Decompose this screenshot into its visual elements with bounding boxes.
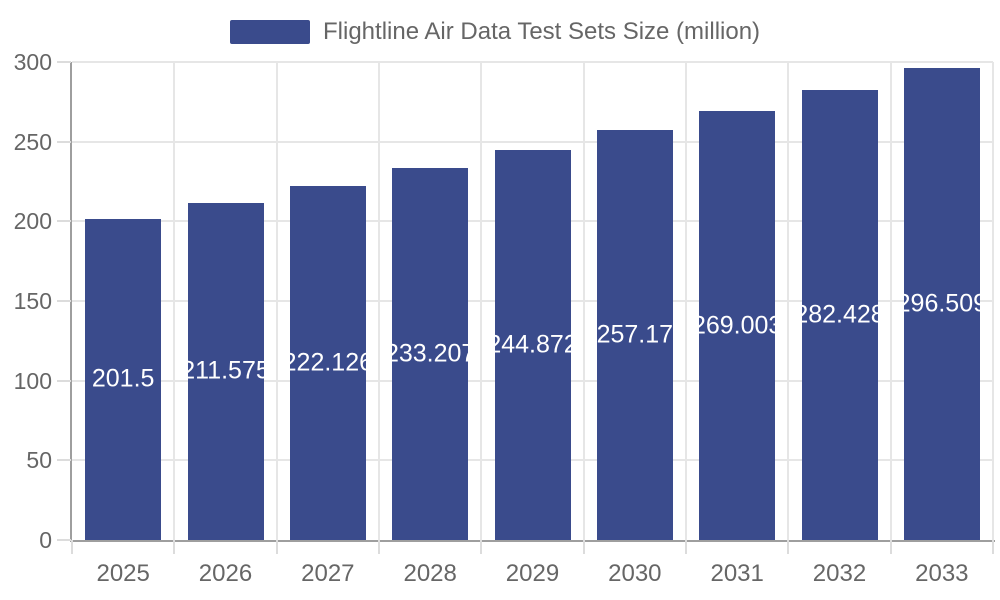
y-axis-line [70,62,72,542]
bar-value-label-2032: 282.428 [802,300,878,329]
bar-value-label-2027: 222.126 [290,348,366,377]
x-tick-8 [889,540,892,554]
x-axis-line [70,540,995,542]
x-tick-5 [582,540,585,554]
y-tick-label-200: 200 [13,208,52,235]
bar-value-label-2031: 269.003 [699,311,775,340]
x-tick-label-2025: 2025 [96,560,150,587]
v-gridline-4 [480,62,483,540]
bar-2025[interactable]: 201.5 [85,218,162,540]
v-gridline-9 [992,62,994,540]
y-tick-100 [57,379,71,382]
h-gridline-300 [72,61,993,63]
y-tick-250 [57,140,71,143]
y-tick-label-0: 0 [39,527,52,553]
y-tick-label-150: 150 [13,288,52,314]
bar-value-label-2025: 201.5 [91,364,155,393]
x-tick-label-2032: 2032 [812,560,867,587]
legend-item[interactable]: Flightline Air Data Test Sets Size (mill… [230,18,760,46]
bar-2026[interactable]: 211.575 [187,202,264,540]
x-tick-label-2028: 2028 [403,560,457,587]
y-tick-label-250: 250 [13,128,52,155]
y-tick-200 [57,220,71,223]
y-tick-150 [57,300,71,302]
bar-2028[interactable]: 233.207 [392,168,469,540]
x-tick-1 [173,540,176,554]
v-gridline-5 [582,62,585,540]
x-tick-label-2033: 2033 [915,560,969,587]
x-tick-label-2030: 2030 [608,560,662,587]
legend-label: Flightline Air Data Test Sets Size (mill… [323,18,761,45]
v-gridline-7 [787,62,790,540]
x-tick-3 [378,540,380,554]
bar-2031[interactable]: 269.003 [699,111,776,540]
x-tick-7 [787,540,790,554]
x-tick-label-2026: 2026 [198,560,253,587]
bar-2033[interactable]: 296.509 [903,67,980,540]
legend-swatch [230,20,310,44]
bar-value-label-2026: 211.575 [187,356,264,385]
bar-value-label-2028: 233.207 [392,339,468,368]
bar-2030[interactable]: 257.17 [596,130,673,540]
y-tick-label-100: 100 [13,367,52,394]
y-tick-label-300: 300 [13,49,52,75]
plot-area: 201.5 211.575 222.126 233.207 244.872 257.17 2… [72,62,993,540]
bar-2027[interactable]: 222.126 [289,186,366,540]
y-tick-0 [57,539,71,541]
v-gridline-3 [378,62,380,540]
x-tick-label-2029: 2029 [505,560,560,587]
bar-value-label-2033: 296.509 [904,289,980,318]
x-tick-6 [685,540,687,554]
y-tick-300 [57,61,71,63]
bar-value-label-2030: 257.17 [596,320,673,349]
bar-2032[interactable]: 282.428 [801,90,878,540]
x-tick-label-2031: 2031 [710,560,764,587]
y-tick-label-50: 50 [26,447,52,474]
x-tick-0 [71,540,73,554]
v-gridline-6 [685,62,687,540]
x-tick-9 [992,540,994,554]
y-tick-50 [57,459,71,462]
v-gridline-1 [173,62,176,540]
x-tick-label-2027: 2027 [301,560,355,587]
x-tick-4 [480,540,483,554]
v-gridline-2 [275,62,278,540]
x-tick-2 [275,540,278,554]
bar-2029[interactable]: 244.872 [494,149,571,540]
h-gridline-250 [72,140,993,143]
bar-value-label-2029: 244.872 [495,330,571,359]
v-gridline-8 [889,62,892,540]
